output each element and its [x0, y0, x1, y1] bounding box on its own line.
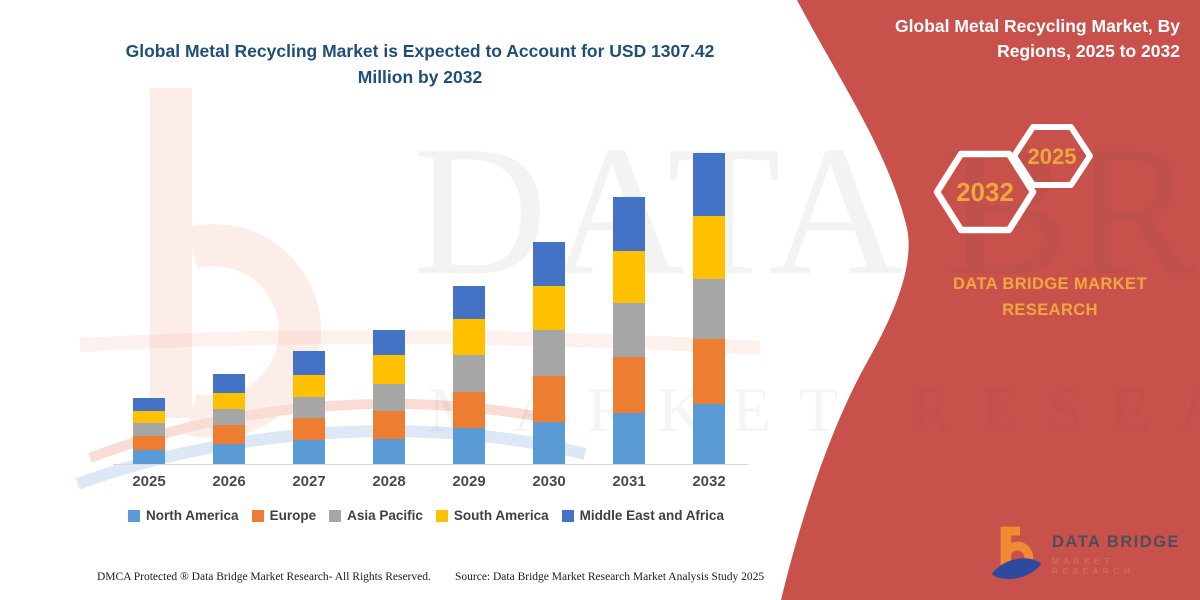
source-note: Source: Data Bridge Market Research Mark…	[455, 571, 765, 583]
plot-area: 2025 2026 2027 2028 2029 2030 2031 2032	[113, 140, 748, 490]
bar-segment-europe-2029	[453, 392, 485, 429]
x-axis-label-2032: 2032	[692, 473, 726, 490]
bar-segment-asia-pacific-2031	[613, 303, 645, 358]
panel-brand-text: DATA BRIDGE MARKET RESEARCH	[953, 275, 1147, 319]
hexagon-2032-label: 2032	[956, 177, 1014, 207]
bar-segment-europe-2032	[693, 339, 725, 405]
bar-segment-asia-pacific-2027	[293, 397, 325, 419]
legend-marker-icon	[251, 509, 264, 522]
bar-segment-south-america-2030	[533, 286, 565, 331]
bar-segment-north-america-2032	[693, 404, 725, 464]
bar-segment-south-america-2029	[453, 319, 485, 356]
bar-segment-europe-2025	[133, 436, 165, 450]
chart-title: Global Metal Recycling Market is Expecte…	[125, 41, 715, 88]
bar-segment-asia-pacific-2030	[533, 330, 565, 376]
watermark-pink-band	[79, 329, 761, 355]
bar-segment-middle-east-and-africa-2030	[533, 242, 565, 287]
hexagon-2025-icon	[1011, 124, 1093, 188]
legend-marker-icon	[561, 509, 574, 522]
logo-swoosh	[991, 558, 1042, 580]
legend-marker-icon	[329, 509, 342, 522]
logo-b-notch	[1011, 526, 1021, 536]
hexagon-2025-label: 2025	[1028, 144, 1077, 169]
bar-segment-middle-east-and-africa-2029	[453, 286, 485, 320]
bar-segment-south-america-2026	[213, 393, 245, 410]
bar-segment-europe-2027	[293, 418, 325, 440]
bar-segment-asia-pacific-2032	[693, 279, 725, 340]
legend-item-north-america: North America	[128, 508, 239, 523]
bar-segment-europe-2026	[213, 425, 245, 445]
bar-segment-asia-pacific-2026	[213, 409, 245, 425]
bar-segment-middle-east-and-africa-2025	[133, 398, 165, 411]
x-axis-label-2031: 2031	[612, 473, 646, 490]
logo-text-block: DATA BRIDGE MARKET RESEARCH	[1052, 533, 1200, 576]
bar-segment-north-america-2026	[213, 444, 245, 464]
logo-name: DATA BRIDGE	[1051, 532, 1181, 551]
logo-b-stem	[1000, 526, 1012, 566]
chart-legend: North America Europe Asia Pacific South Ame…	[90, 508, 762, 523]
bar-segment-south-america-2027	[293, 375, 325, 398]
x-axis-label-2028: 2028	[372, 473, 406, 490]
bar-segment-north-america-2031	[613, 413, 645, 464]
legend-item-south-america: South America	[435, 508, 549, 523]
bar-segment-south-america-2025	[133, 410, 165, 424]
bar-segment-south-america-2028	[373, 355, 405, 385]
bar-segment-middle-east-and-africa-2027	[293, 351, 325, 376]
legend-label: Asia Pacific	[347, 508, 423, 523]
legend-marker-icon	[435, 509, 448, 522]
bar-segment-europe-2028	[373, 410, 405, 440]
bar-segment-south-america-2032	[693, 216, 725, 280]
x-axis-label-2027: 2027	[292, 473, 326, 490]
x-axis-label-2030: 2030	[532, 473, 566, 490]
hexagon-2032-icon	[933, 150, 1037, 234]
x-axis-label-2029: 2029	[452, 473, 486, 490]
legend-marker-icon	[128, 509, 141, 522]
bar-segment-middle-east-and-africa-2031	[613, 197, 645, 252]
bar-segment-north-america-2027	[293, 439, 325, 464]
bar-segment-europe-2030	[533, 376, 565, 422]
legend-item-middle-east-and-africa: Middle East and Africa	[561, 508, 724, 523]
legend-label: Europe	[269, 508, 317, 523]
bar-segment-north-america-2030	[533, 421, 565, 464]
panel-title: Global Metal Recycling Market, By Region…	[895, 16, 1180, 62]
bar-segment-asia-pacific-2025	[133, 423, 165, 437]
legend-label: South America	[453, 508, 549, 523]
legend-item-europe: Europe	[251, 508, 317, 523]
bar-segment-europe-2031	[613, 357, 645, 414]
legend-label: North America	[146, 508, 239, 523]
x-axis-label-2026: 2026	[212, 473, 246, 490]
legend-label: Middle East and Africa	[579, 508, 724, 523]
hexagon-years-graphic: 2032 2025	[933, 124, 1093, 234]
bar-segment-asia-pacific-2029	[453, 355, 485, 393]
bar-segment-asia-pacific-2028	[373, 384, 405, 411]
legend-item-asia-pacific: Asia Pacific	[329, 508, 423, 523]
databridge-logo-icon	[991, 526, 1042, 580]
bar-segment-middle-east-and-africa-2032	[693, 153, 725, 217]
databridge-logo: DATA BRIDGE MARKET RESEARCH	[990, 524, 1200, 584]
bar-segment-north-america-2028	[373, 439, 405, 464]
bar-segment-middle-east-and-africa-2028	[373, 330, 405, 356]
bar-segment-south-america-2031	[613, 251, 645, 304]
watermark-b-stem	[150, 88, 192, 418]
red-panel-shape	[781, 0, 1200, 600]
dmca-notice: DMCA Protected ® Data Bridge Market Rese…	[97, 571, 431, 583]
logo-subtitle: MARKET RESEARCH	[1051, 555, 1135, 576]
bar-segment-middle-east-and-africa-2026	[213, 374, 245, 394]
bar-segment-north-america-2029	[453, 428, 485, 464]
x-axis-label-2025: 2025	[132, 473, 166, 490]
bar-segment-north-america-2025	[133, 449, 165, 464]
